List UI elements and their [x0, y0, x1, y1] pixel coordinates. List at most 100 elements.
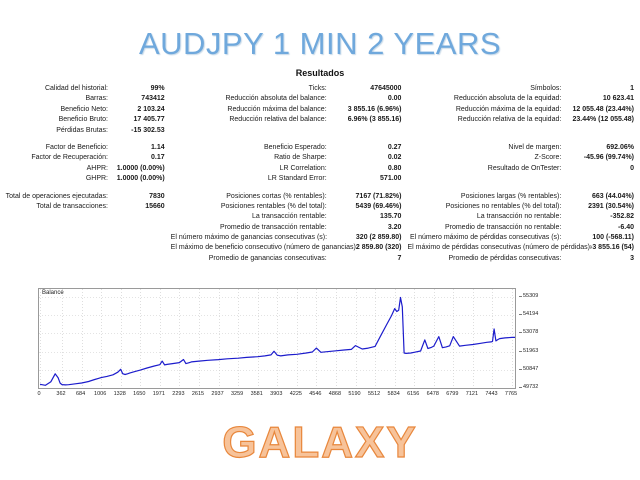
- x-tick-label: 2937: [211, 391, 224, 397]
- table-row: Promedio de transacción rentable: 3.20 P…: [0, 223, 640, 233]
- row-value: 0: [630, 164, 634, 172]
- row-label: Pérdidas Brutas:: [56, 126, 108, 134]
- report-group-2: Factor de Beneficio: 1.14 Beneficio Espe…: [0, 143, 640, 185]
- row-value: 571.00: [380, 175, 402, 183]
- report-group-1: Calidad del historial: 99% Ticks: 476450…: [0, 84, 640, 136]
- x-tick-label: 4868: [328, 391, 342, 397]
- row-label: [0, 223, 112, 233]
- group-spacer: [0, 185, 640, 192]
- x-tick-label: 1971: [152, 391, 165, 397]
- row-label: Resultado de OnTester:: [487, 164, 562, 172]
- y-tick-mark: [519, 296, 522, 297]
- row-label: Beneficio Bruto:: [58, 116, 108, 124]
- x-tick-label: 7765: [504, 391, 518, 397]
- table-row: Beneficio Neto: 2 103.24 Reducción máxim…: [0, 105, 640, 115]
- row-label: Total de transacciones:: [36, 202, 108, 210]
- row-label: [407, 174, 565, 184]
- row-value: -45.96 (99.74%): [583, 154, 634, 162]
- table-row: Pérdidas Brutas: -15 302.53: [0, 126, 640, 136]
- row-value: 0.80: [387, 164, 402, 172]
- table-row: Factor de Recuperación: 0.17 Ratio de Sh…: [0, 153, 640, 163]
- row-label: Promedio de ganancias consecutivas:: [208, 254, 327, 262]
- row-label: Calidad del historial:: [44, 85, 108, 92]
- row-value: 6.96% (3 855.16): [347, 116, 402, 124]
- x-tick-label: 7443: [485, 391, 498, 397]
- row-value: 2 859.80 (320): [355, 244, 402, 252]
- y-tick-mark: [519, 368, 522, 370]
- y-tick-label: 49732: [523, 384, 539, 390]
- table-row: Promedio de ganancias consecutivas: 7 Pr…: [0, 254, 640, 264]
- row-value: 2 103.24: [137, 105, 165, 113]
- x-tick-label: 5512: [367, 391, 381, 397]
- row-label: Barras:: [85, 95, 108, 103]
- row-value: 7: [397, 254, 402, 262]
- row-label: Z-Score:: [534, 154, 562, 162]
- row-value: 2391 (30.54%): [588, 202, 634, 210]
- row-value: 10 623.41: [602, 95, 634, 103]
- row-value: [112, 243, 171, 253]
- row-label: El número máximo de ganancias consecutiv…: [170, 234, 328, 242]
- table-row: Total de operaciones ejecutadas: 7830 Po…: [0, 192, 640, 202]
- row-value: 1: [630, 85, 634, 92]
- row-label: La transacción rentable:: [251, 213, 327, 221]
- report-group-3: Total de operaciones ejecutadas: 7830 Po…: [0, 192, 640, 265]
- table-row: Calidad del historial: 99% Ticks: 476450…: [0, 84, 640, 94]
- x-tick-label: 3259: [230, 391, 244, 397]
- row-label: [0, 233, 112, 243]
- row-label: El máximo de beneficio consecutivo (núme…: [170, 244, 358, 252]
- row-label: Reducción absoluta de la equidad:: [453, 95, 562, 103]
- row-value: 0.00: [387, 95, 402, 103]
- row-label: Posiciones cortas (% rentables):: [226, 192, 327, 200]
- row-value: 0.17: [151, 154, 165, 162]
- x-tick-label: 4225: [289, 391, 302, 397]
- row-label: [0, 212, 112, 222]
- row-label: AHPR:: [86, 164, 108, 172]
- row-value: 0.27: [387, 143, 402, 151]
- page-title: AUDJPY 1 MIN 2 YEARS: [138, 26, 502, 61]
- table-row: Total de transacciones: 15660 Posiciones…: [0, 202, 640, 212]
- row-value: 100 (-568.11): [592, 234, 634, 242]
- row-label: Posiciones rentables (% del total):: [220, 202, 327, 210]
- x-tick-label: 6799: [446, 391, 459, 397]
- x-tick-label: 7121: [465, 391, 479, 397]
- row-label: Posiciones largas (% rentables):: [460, 192, 562, 200]
- x-tick-label: 3581: [250, 391, 263, 397]
- row-value: 1.0000 (0.00%): [116, 164, 165, 172]
- x-tick-label: 6478: [426, 391, 439, 397]
- x-tick-label: 5190: [348, 391, 361, 397]
- x-tick-label: 4546: [309, 391, 322, 397]
- row-value: 3 855.16 (6.96%): [347, 105, 402, 113]
- row-value: 17 405.77: [133, 116, 165, 124]
- y-tick-mark: [519, 387, 522, 388]
- section-title: Resultados: [295, 68, 345, 78]
- x-tick-label: 2615: [191, 391, 205, 397]
- row-label: Reducción máxima del balance:: [227, 105, 327, 113]
- row-label: [0, 254, 112, 264]
- row-label: Promedio de transacción no rentable:: [444, 223, 562, 231]
- table-row: Factor de Beneficio: 1.14 Beneficio Espe…: [0, 143, 640, 153]
- row-value: [112, 212, 171, 222]
- chart-legend-label: Balance: [42, 290, 64, 296]
- x-tick-label: 684: [75, 391, 86, 397]
- y-tick-label: 53078: [523, 329, 539, 336]
- x-tick-label: 3903: [270, 391, 283, 397]
- row-value: -15 302.53: [131, 126, 165, 134]
- y-tick-mark: [519, 314, 522, 316]
- group-spacer: [0, 136, 640, 143]
- row-label: Promedio de transacción rentable:: [220, 223, 327, 231]
- row-label: Símbolos:: [530, 85, 562, 92]
- row-label: Reducción absoluta del balance:: [225, 95, 327, 103]
- row-label: Total de operaciones ejecutadas:: [5, 192, 108, 200]
- chart-canvas: [39, 289, 515, 388]
- row-value: 47645000: [370, 85, 402, 92]
- row-label: El máximo de pérdidas consecutivas (núme…: [407, 244, 592, 252]
- x-tick-label: 0: [37, 391, 41, 397]
- chart-x-axis: 0 362 684 1006 1328 1650 1971 2293 2615 2937 3259 3…: [37, 391, 518, 401]
- y-tick-label: 54194: [523, 311, 539, 318]
- table-row: El número máximo de ganancias consecutiv…: [0, 233, 640, 243]
- brand-watermark: GALAXY: [222, 417, 418, 467]
- row-label: Beneficio Neto:: [60, 105, 108, 113]
- x-tick-label: 2293: [172, 391, 185, 397]
- table-row: El máximo de beneficio consecutivo (núme…: [0, 243, 640, 253]
- row-value: 12 055.48 (23.44%): [572, 105, 635, 113]
